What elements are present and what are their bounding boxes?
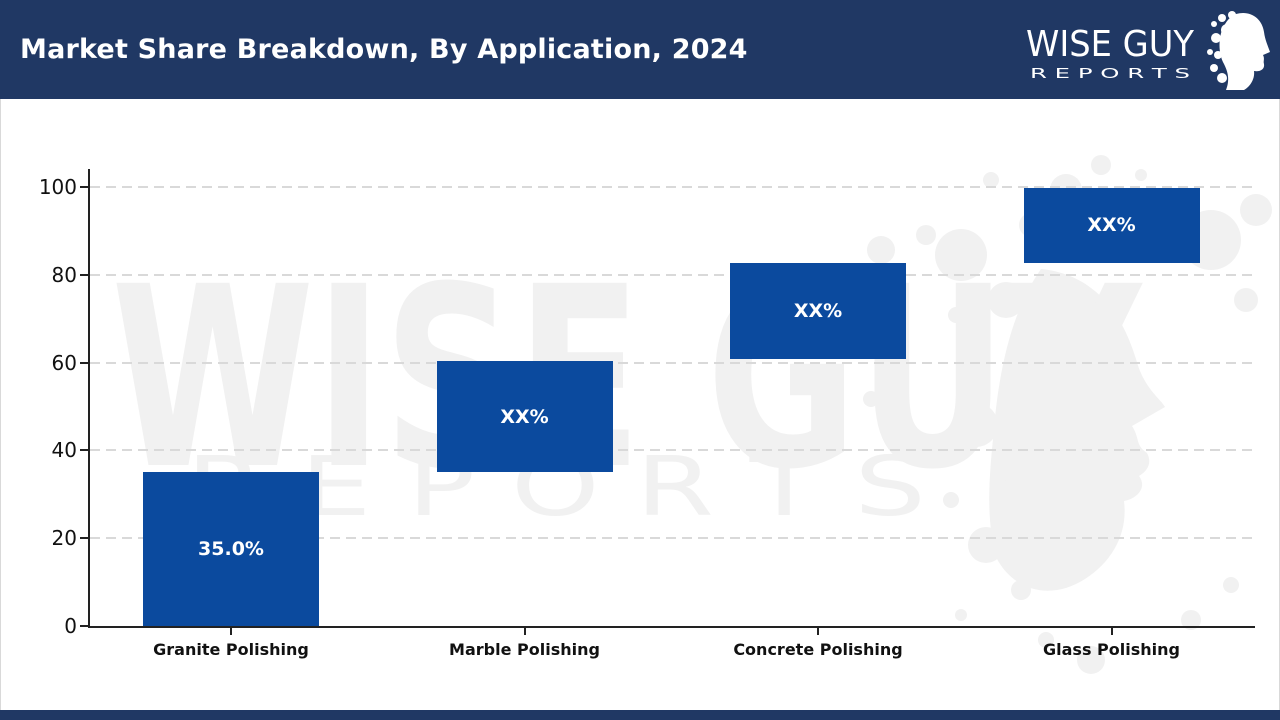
y-axis-line xyxy=(88,169,90,628)
bar-value-label: XX% xyxy=(500,405,549,428)
footer-bar xyxy=(0,710,1280,720)
y-tick-label-40: 40 xyxy=(51,438,77,463)
plot-area: 35.0% XX% XX% XX% 0 20 40 60 80 100 Granite Polish… xyxy=(1,99,1280,710)
bar-value-label: XX% xyxy=(1087,214,1136,237)
y-tick-label-0: 0 xyxy=(64,614,77,638)
watermark-face-profile xyxy=(989,269,1165,591)
head-profile-icon xyxy=(1207,11,1270,91)
chart-area: WISE GUY R E P O R T S 35.0% XX% XX% XX% 0 20… xyxy=(0,99,1280,710)
y-tick-60 xyxy=(80,361,88,364)
y-tick-80 xyxy=(80,273,88,276)
category-label-marble-polishing: Marble Polishing xyxy=(449,640,600,659)
x-tick-concrete-polishing xyxy=(817,628,819,635)
gridline-100 xyxy=(90,186,1255,188)
y-tick-label-80: 80 xyxy=(51,262,77,287)
logo-brand-text: WISE GUY xyxy=(1026,24,1195,65)
bar-marble-polishing: XX% xyxy=(436,360,613,473)
page-title: Market Share Breakdown, By Application, … xyxy=(20,34,748,65)
gridline-60 xyxy=(90,361,1255,364)
y-tick-label-100: 100 xyxy=(38,175,77,199)
category-label-concrete-polishing: Concrete Polishing xyxy=(733,640,903,659)
bar-granite-polishing: 35.0% xyxy=(143,472,319,626)
header-bar: Market Share Breakdown, By Application, … xyxy=(0,0,1280,99)
bar-value-label: 35.0% xyxy=(198,538,264,561)
y-tick-label-60: 60 xyxy=(51,350,77,375)
wise-guy-reports-logo: WISE GUY R E P O R T S xyxy=(1026,11,1270,91)
y-tick-40 xyxy=(80,449,88,452)
gridline-40 xyxy=(90,449,1255,452)
x-tick-marble-polishing xyxy=(523,628,526,635)
gridline-20 xyxy=(90,537,1255,540)
y-tick-20 xyxy=(80,537,88,540)
bar-value-label: XX% xyxy=(793,299,843,322)
category-label-glass-polishing: Glass Polishing xyxy=(1043,640,1180,659)
x-tick-granite-polishing xyxy=(230,628,232,635)
y-tick-100 xyxy=(80,186,88,188)
gridline-80 xyxy=(90,273,1255,276)
x-tick-glass-polishing xyxy=(1110,628,1113,635)
logo-subtext: R E P O R T S xyxy=(1030,67,1190,82)
bar-concrete-polishing: XX% xyxy=(730,262,906,359)
y-tick-0 xyxy=(80,625,88,627)
category-label-granite-polishing: Granite Polishing xyxy=(153,640,309,659)
x-axis-line xyxy=(88,626,1255,628)
bar-glass-polishing: XX% xyxy=(1023,187,1200,263)
y-tick-label-20: 20 xyxy=(51,526,77,551)
